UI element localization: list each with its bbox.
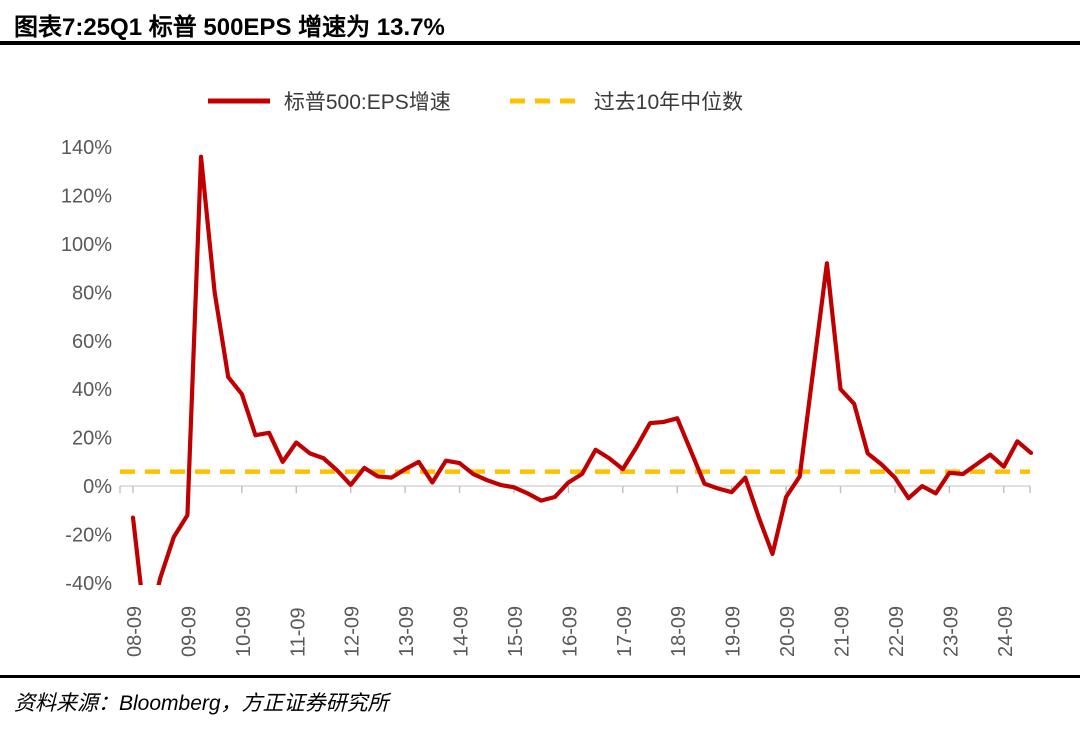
- y-axis-tick-label: 100%: [61, 234, 112, 256]
- x-axis-tick-label: 19-09: [723, 606, 745, 657]
- y-axis-tick-label: 0%: [83, 476, 112, 498]
- y-axis-tick-label: 60%: [72, 331, 112, 353]
- title-rule: [0, 41, 1080, 45]
- x-axis-tick-label: 13-09: [396, 606, 418, 657]
- legend-label-eps: 标普500:EPS增速: [283, 91, 451, 114]
- eps-growth-chart: 140% 120% 100% 80% 60% 40% 20% 0% -20% -40% 08-09 0…: [61, 137, 1033, 657]
- x-axis-tick-label: 11-09: [287, 607, 309, 657]
- y-axis-tick-label: 80%: [72, 282, 112, 304]
- eps-line-marker-icon: [207, 98, 270, 104]
- eps-growth-plot-svg: 140% 120% 100% 80% 60% 40% 20% 0% -20% -40% 08-09 0…: [61, 137, 1033, 657]
- x-axis-tick-label: 22-09: [886, 606, 908, 657]
- legend-item-eps: 标普500:EPS增速: [207, 86, 451, 116]
- y-axis-tick-label: -40%: [65, 573, 112, 595]
- legend: 标普500:EPS增速 过去10年中位数: [0, 86, 950, 116]
- x-axis-tick-label: 15-09: [505, 606, 527, 657]
- y-axis-tick-label: 120%: [61, 185, 112, 207]
- x-axis-tick-label: 20-09: [777, 606, 799, 657]
- median-line-marker-icon: [509, 98, 580, 104]
- y-axis-tick-label: 20%: [72, 428, 112, 450]
- legend-item-median: 过去10年中位数: [509, 86, 743, 116]
- x-axis-tick-label: 08-09: [124, 606, 146, 657]
- x-axis-tick-label: 10-09: [233, 606, 255, 657]
- x-axis-tick-label: 16-09: [559, 606, 581, 657]
- x-axis-tick-label: 21-09: [832, 606, 854, 657]
- x-axis-tick-label: 18-09: [668, 606, 690, 657]
- x-axis-tick-label: 24-09: [995, 606, 1017, 657]
- x-axis-tick-label: 17-09: [614, 606, 636, 657]
- source-rule: [0, 675, 1080, 678]
- x-axis-tick-label: 23-09: [940, 606, 962, 657]
- x-axis-tick-label: 12-09: [342, 606, 364, 657]
- eps-line: [130, 154, 1033, 585]
- x-axis-tick-label: 09-09: [178, 606, 200, 657]
- y-axis-tick-label: 40%: [72, 379, 112, 401]
- figure-title: 图表7:25Q1 标普 500EPS 增速为 13.7%: [14, 14, 445, 41]
- x-axis-tick-label: 14-09: [451, 606, 473, 657]
- legend-label-median: 过去10年中位数: [593, 91, 744, 114]
- y-axis-tick-label: 140%: [61, 137, 112, 159]
- source-note: 资料来源：Bloomberg，方正证券研究所: [14, 692, 389, 715]
- y-axis-tick-label: -20%: [65, 525, 112, 547]
